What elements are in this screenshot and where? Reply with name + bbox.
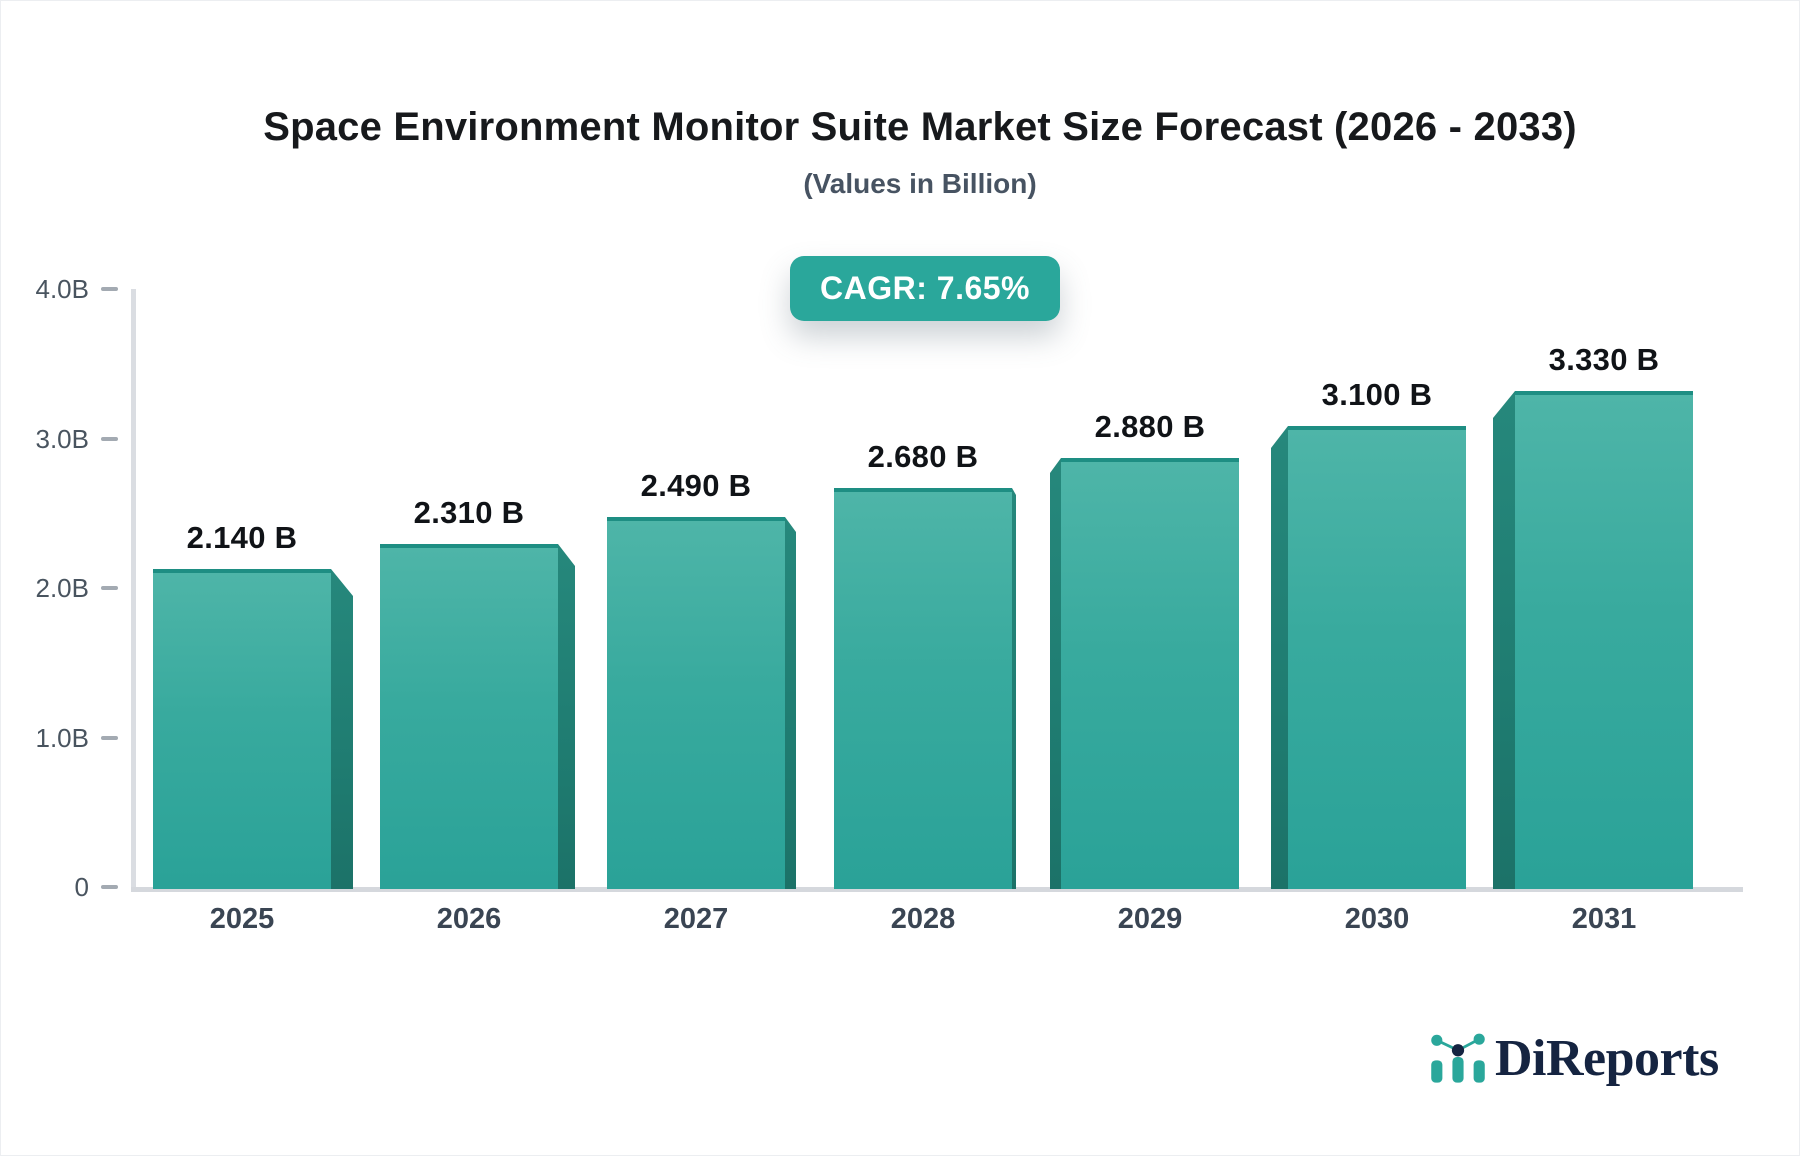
x-axis-label-2025: 2025: [209, 903, 275, 935]
x-axis-label-2029: 2029: [1117, 903, 1183, 935]
bar-value-label: 2.490 B: [640, 468, 752, 503]
bar-value-label: 2.680 B: [867, 439, 979, 474]
bar-2026: [380, 544, 558, 889]
bar-value-label: 2.140 B: [186, 520, 298, 555]
bar-3d-side: [1271, 426, 1288, 889]
bar-2027: [607, 517, 785, 889]
bar-chart-with-trend-dots-icon: [1429, 1031, 1487, 1088]
bar-3d-side: [331, 569, 353, 889]
y-tick-label: 4.0B: [35, 274, 90, 304]
logo-text: DiReports: [1495, 1030, 1719, 1087]
x-axis-label-2026: 2026: [436, 903, 502, 935]
chart-header: Space Environment Monitor Suite Market S…: [41, 1, 1799, 200]
chart-title: Space Environment Monitor Suite Market S…: [263, 105, 1577, 149]
direports-logo: DiReports: [1429, 1029, 1719, 1089]
y-tick-mark: [101, 586, 118, 590]
bar-3d-side: [1050, 458, 1061, 889]
bar-2030: [1288, 426, 1466, 889]
y-axis-line: [131, 289, 136, 889]
chart-subtitle: (Values in Billion): [803, 168, 1037, 199]
bar-value-label: 3.330 B: [1548, 342, 1660, 377]
y-tick-mark: [101, 885, 118, 889]
y-tick-label: 0: [74, 872, 89, 902]
bar-3d-side: [785, 517, 796, 889]
y-tick-mark: [101, 735, 118, 740]
x-axis-label-2027: 2027: [663, 903, 729, 935]
bar-value-label: 2.310 B: [413, 495, 525, 530]
x-axis-line: [131, 887, 1743, 892]
bar-2025: [153, 569, 331, 889]
x-axis-label-2030: 2030: [1344, 903, 1410, 935]
y-tick-mark: [101, 436, 118, 441]
bar-3d-side: [1012, 488, 1016, 889]
y-tick-label: 1.0B: [35, 722, 90, 753]
bar-3d-side: [558, 544, 575, 889]
y-tick-label: 3.0B: [35, 423, 90, 454]
bar-value-label: 3.100 B: [1321, 377, 1433, 412]
bar-2029: [1061, 458, 1239, 889]
bar-2028: [834, 488, 1012, 889]
bar-value-label: 2.880 B: [1094, 409, 1206, 444]
x-axis-label-2028: 2028: [890, 903, 956, 935]
cagr-badge: CAGR: 7.65%: [790, 256, 1060, 321]
y-tick-label: 2.0B: [35, 573, 90, 603]
bar-3d-side: [1493, 391, 1515, 889]
bar-2031: [1515, 391, 1693, 889]
y-tick-mark: [101, 287, 118, 291]
x-axis-label-2031: 2031: [1571, 903, 1637, 935]
